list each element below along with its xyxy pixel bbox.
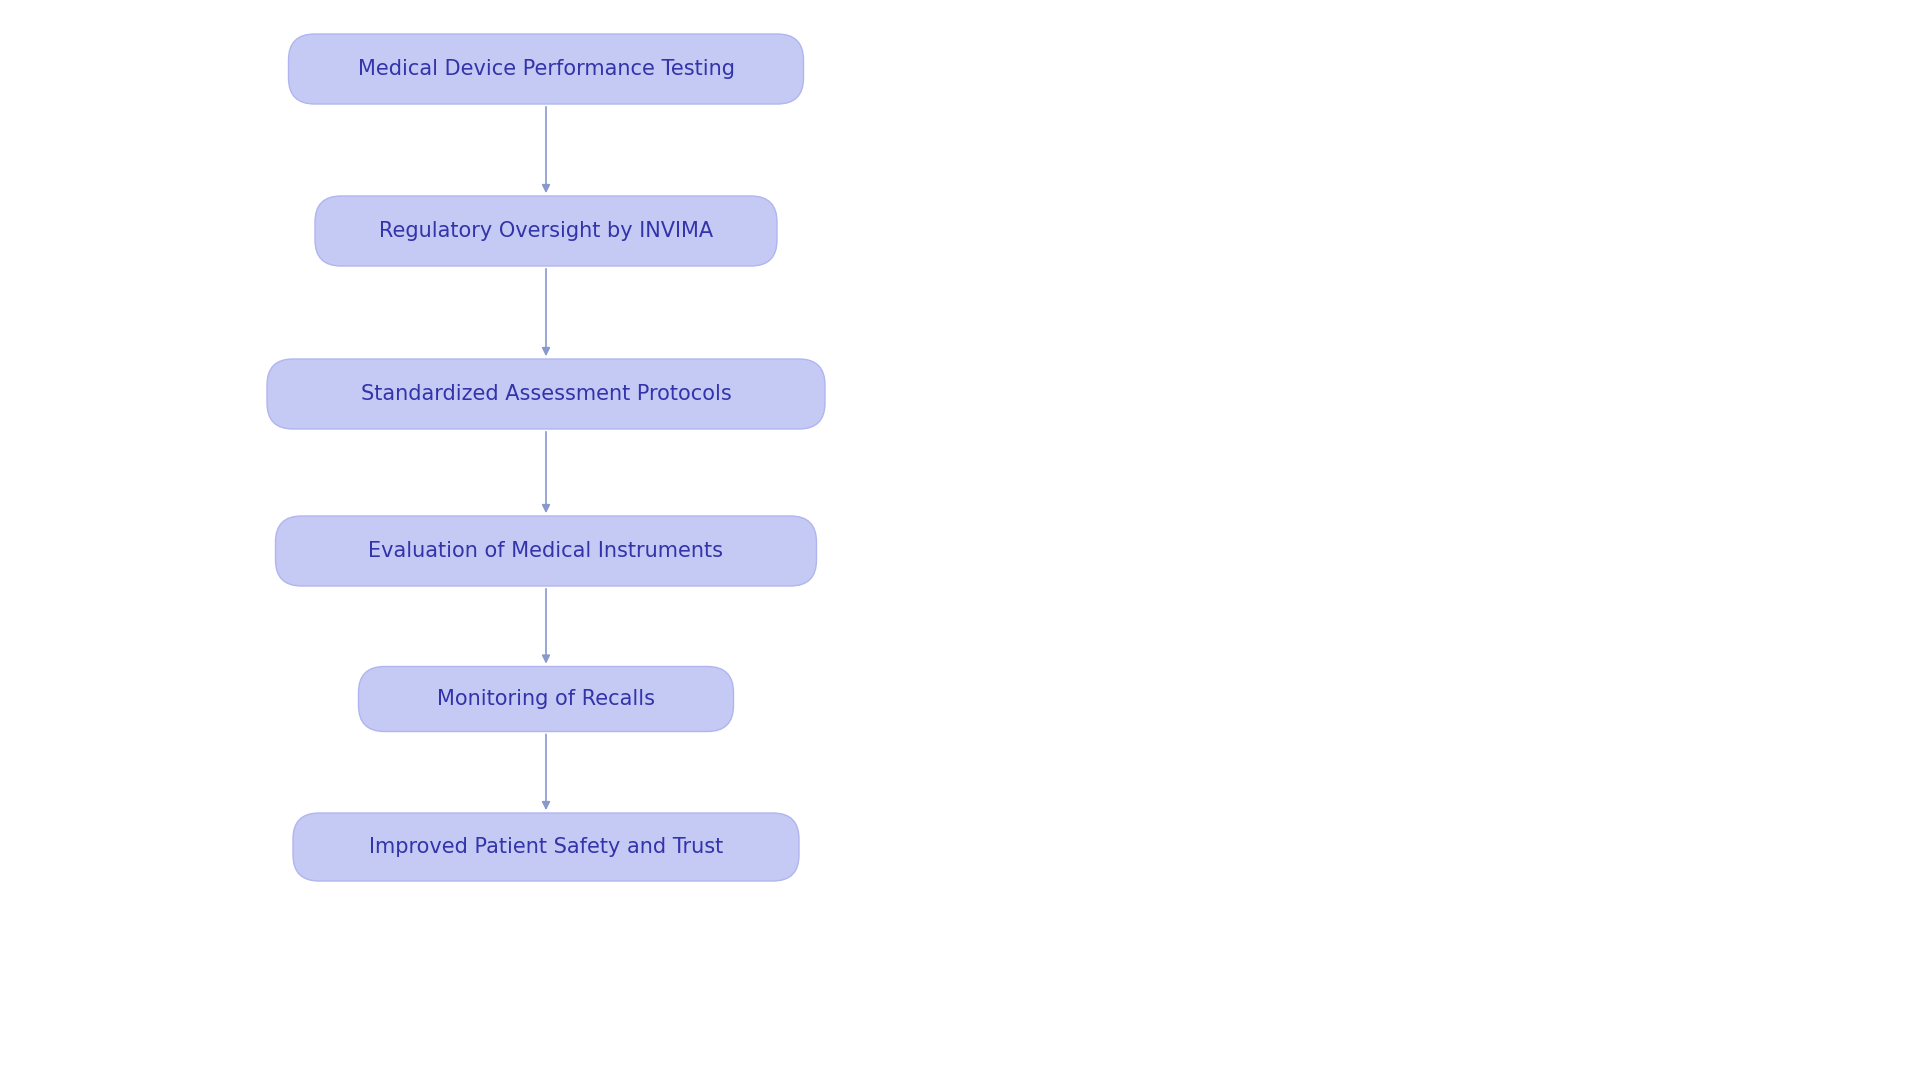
Text: Evaluation of Medical Instruments: Evaluation of Medical Instruments	[369, 542, 724, 561]
FancyBboxPatch shape	[315, 196, 778, 266]
Text: Standardized Assessment Protocols: Standardized Assessment Protocols	[361, 384, 732, 404]
FancyBboxPatch shape	[294, 813, 799, 880]
FancyBboxPatch shape	[288, 34, 803, 104]
Text: Improved Patient Safety and Trust: Improved Patient Safety and Trust	[369, 837, 724, 857]
Text: Medical Device Performance Testing: Medical Device Performance Testing	[357, 58, 735, 79]
FancyBboxPatch shape	[267, 358, 826, 429]
FancyBboxPatch shape	[359, 666, 733, 731]
Text: Regulatory Oversight by INVIMA: Regulatory Oversight by INVIMA	[378, 221, 712, 242]
FancyBboxPatch shape	[275, 516, 816, 586]
Text: Monitoring of Recalls: Monitoring of Recalls	[438, 689, 655, 709]
